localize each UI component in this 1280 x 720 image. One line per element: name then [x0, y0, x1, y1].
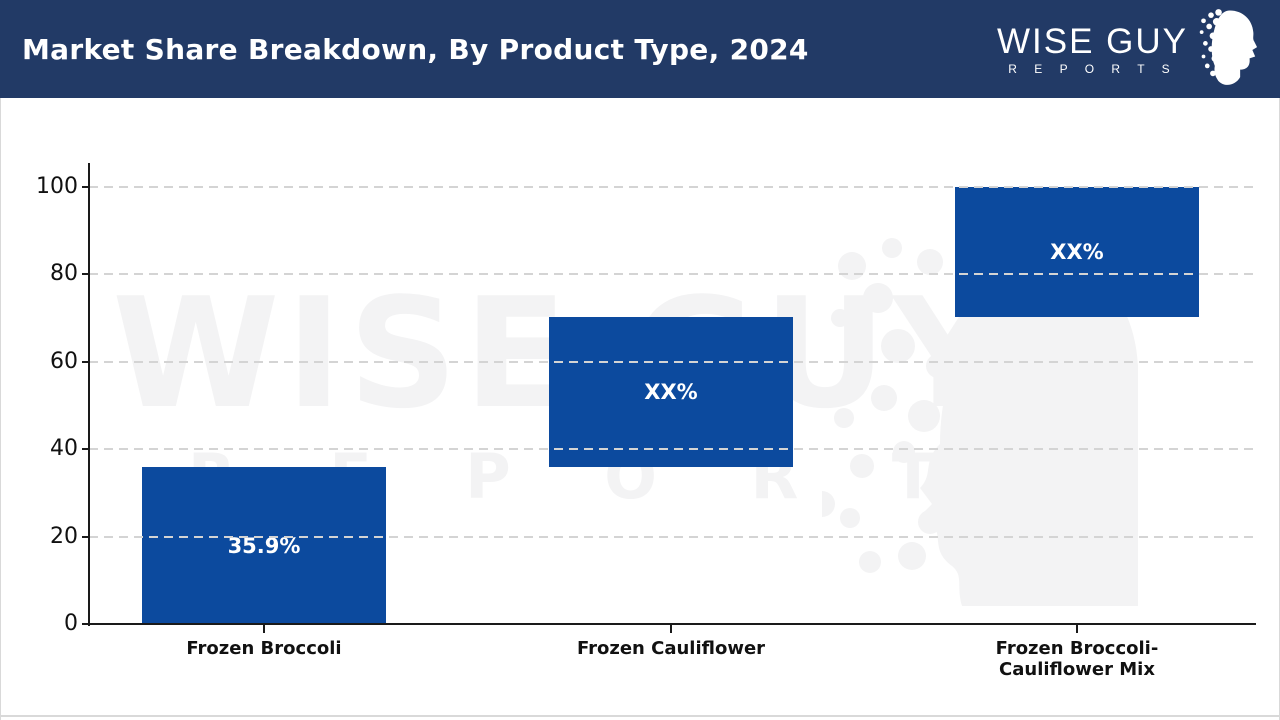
brand-logo-text: WISE GUY R E P O R T S — [997, 24, 1188, 75]
watermark-head-icon — [822, 238, 1138, 606]
header-bar: Market Share Breakdown, By Product Type,… — [0, 0, 1280, 98]
category-label: Frozen Broccoli- Cauliflower Mix — [947, 638, 1207, 680]
y-axis-tick-label-text: 60 — [50, 348, 78, 374]
gridline — [89, 360, 1256, 363]
brand-subname: R E P O R T S — [1008, 61, 1177, 76]
y-axis-tick-label-text: 40 — [50, 436, 78, 462]
category-label: Frozen Broccoli — [134, 638, 394, 659]
brand-logo: WISE GUY R E P O R T S — [997, 7, 1258, 91]
y-axis-tick-label: 80 — [18, 261, 78, 286]
y-axis-tick — [82, 186, 89, 188]
y-axis-tick-label-text: 80 — [50, 261, 78, 287]
y-axis-tick — [82, 360, 89, 363]
page-border-left — [0, 98, 1, 720]
gridline — [89, 535, 1256, 538]
y-axis-tick-label: 40 — [18, 436, 78, 461]
x-axis-tick — [670, 625, 672, 633]
y-axis-tick — [82, 273, 89, 276]
category-label-text: Frozen Cauliflower — [576, 638, 766, 659]
category-label: Frozen Cauliflower — [541, 638, 801, 659]
category-label-text: Frozen Broccoli- Cauliflower Mix — [995, 638, 1159, 680]
y-axis-tick-label-text: 0 — [64, 611, 78, 636]
y-axis-tick — [82, 623, 89, 625]
y-axis-tick — [82, 448, 89, 451]
bar-2: XX% — [549, 317, 793, 468]
y-axis-tick-label-text: 100 — [36, 174, 78, 199]
y-axis-tick-label: 60 — [18, 349, 78, 374]
page-border-bottom — [0, 715, 1280, 717]
bar-1: 35.9% — [142, 467, 386, 624]
y-axis-tick — [82, 535, 89, 538]
category-label-text: Frozen Broccoli — [186, 638, 342, 659]
brand-head-icon — [1199, 9, 1258, 85]
brand-name: WISE GUY — [996, 21, 1188, 61]
page-title: Market Share Breakdown, By Product Type,… — [22, 32, 809, 66]
gridline — [89, 448, 1256, 451]
bar-3: XX% — [955, 187, 1199, 318]
y-axis-tick-label: 0 — [18, 611, 78, 636]
y-axis-tick-label: 20 — [18, 524, 78, 549]
gridline — [89, 186, 1256, 188]
bar-text: XX% — [1050, 240, 1104, 265]
y-axis-tick-label: 100 — [18, 174, 78, 199]
chart-area: WISE GUY R E P O R T S 0 20 40 60 80 100 35.9%… — [0, 98, 1280, 715]
gridline — [89, 273, 1256, 276]
x-axis-line — [88, 623, 1256, 625]
bar-text: XX% — [644, 380, 698, 405]
y-axis-tick-label-text: 20 — [50, 523, 78, 549]
y-axis-line — [88, 163, 90, 626]
x-axis-tick — [1076, 625, 1078, 633]
x-axis-tick — [263, 625, 265, 633]
